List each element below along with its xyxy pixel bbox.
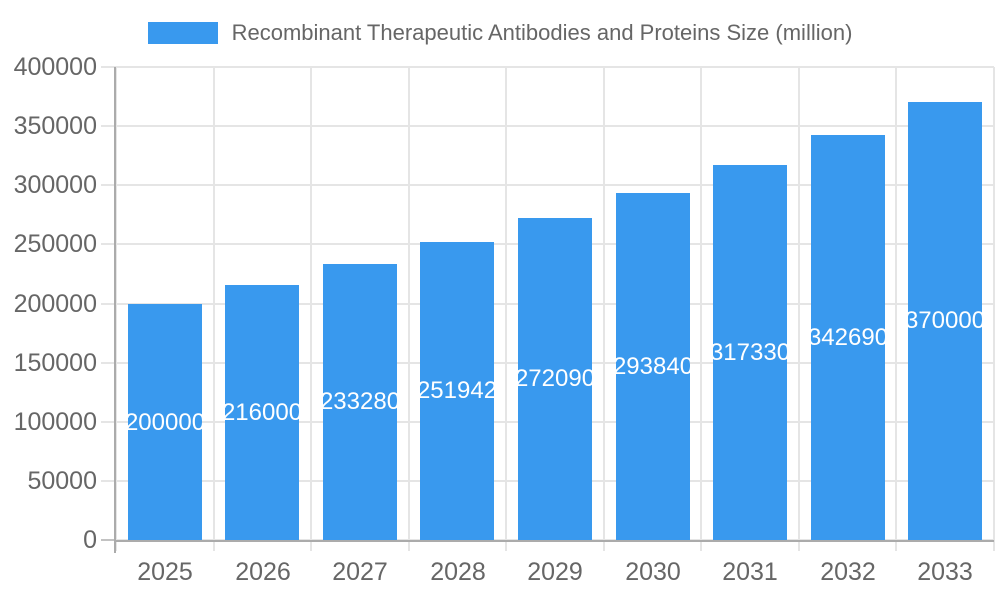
y-axis-tick	[101, 539, 116, 541]
gridline	[603, 67, 605, 540]
x-axis-tick	[505, 540, 507, 551]
x-axis-tick	[310, 540, 312, 551]
y-axis-tick	[101, 480, 116, 482]
x-axis-tick	[993, 540, 995, 551]
bar[interactable]: 342690	[811, 135, 885, 540]
gridline	[115, 67, 117, 540]
bar-value-label: 233280	[323, 388, 397, 415]
bar[interactable]: 233280	[323, 264, 397, 540]
gridline	[798, 67, 800, 540]
x-axis-tick	[700, 540, 702, 551]
y-tick-label: 300000	[13, 171, 97, 199]
y-axis-tick	[101, 421, 116, 423]
x-tick-label: 2030	[625, 558, 681, 586]
y-axis-tick	[101, 303, 116, 305]
bar[interactable]: 317330	[713, 165, 787, 540]
x-tick-label: 2032	[820, 558, 876, 586]
bar-value-label: 251942	[420, 377, 494, 404]
x-axis-tick	[213, 540, 215, 551]
bar-value-label: 293840	[616, 352, 690, 380]
y-tick-label: 200000	[13, 290, 97, 318]
x-axis-tick	[603, 540, 605, 551]
y-tick-label: 150000	[13, 349, 97, 377]
gridline	[116, 125, 994, 127]
y-tick-label: 100000	[13, 408, 97, 436]
bar[interactable]: 370000	[908, 102, 982, 540]
bar[interactable]: 200000	[128, 304, 202, 541]
x-axis-tick	[408, 540, 410, 551]
y-tick-label: 350000	[13, 112, 97, 140]
bar[interactable]: 272090	[518, 218, 592, 540]
gridline	[408, 67, 410, 540]
gridline	[116, 184, 994, 186]
legend-label: Recombinant Therapeutic Antibodies and P…	[231, 20, 853, 45]
bar[interactable]: 293840	[616, 193, 690, 540]
bar-value-label: 370000	[908, 307, 982, 334]
y-axis-tick	[101, 184, 116, 186]
chart-legend[interactable]: Recombinant Therapeutic Antibodies and P…	[0, 20, 1000, 46]
x-tick-label: 2028	[430, 558, 486, 586]
x-tick-label: 2026	[235, 558, 291, 586]
x-tick-label: 2027	[332, 558, 388, 586]
gridline	[700, 67, 702, 540]
x-axis-tick	[115, 540, 117, 551]
y-axis-line	[114, 67, 116, 553]
bar-value-label: 342690	[811, 323, 885, 351]
x-axis-line	[114, 540, 994, 542]
y-axis-tick	[101, 66, 116, 68]
gridline	[116, 66, 994, 68]
gridline	[505, 67, 507, 540]
gridline	[993, 67, 995, 540]
legend-swatch-icon	[147, 22, 218, 44]
x-tick-label: 2025	[137, 558, 193, 586]
y-axis-tick	[101, 362, 116, 364]
bar-value-label: 317330	[713, 338, 787, 366]
y-axis-tick	[101, 243, 116, 245]
gridline	[310, 67, 312, 540]
y-tick-label: 0	[83, 526, 97, 554]
y-tick-label: 400000	[13, 53, 97, 81]
y-axis-tick	[101, 125, 116, 127]
bar[interactable]: 251942	[420, 242, 494, 540]
bar-value-label: 272090	[518, 365, 592, 392]
bar-value-label: 216000	[225, 398, 299, 426]
y-tick-label: 250000	[13, 230, 97, 258]
x-axis-tick	[895, 540, 897, 551]
x-tick-label: 2031	[722, 558, 778, 586]
x-tick-label: 2029	[527, 558, 583, 586]
gridline	[213, 67, 215, 540]
y-tick-label: 50000	[27, 467, 97, 495]
x-tick-label: 2033	[917, 558, 973, 586]
x-axis-tick	[798, 540, 800, 551]
gridline	[895, 67, 897, 540]
bar[interactable]: 216000	[225, 285, 299, 540]
bar-value-label: 200000	[128, 408, 202, 436]
